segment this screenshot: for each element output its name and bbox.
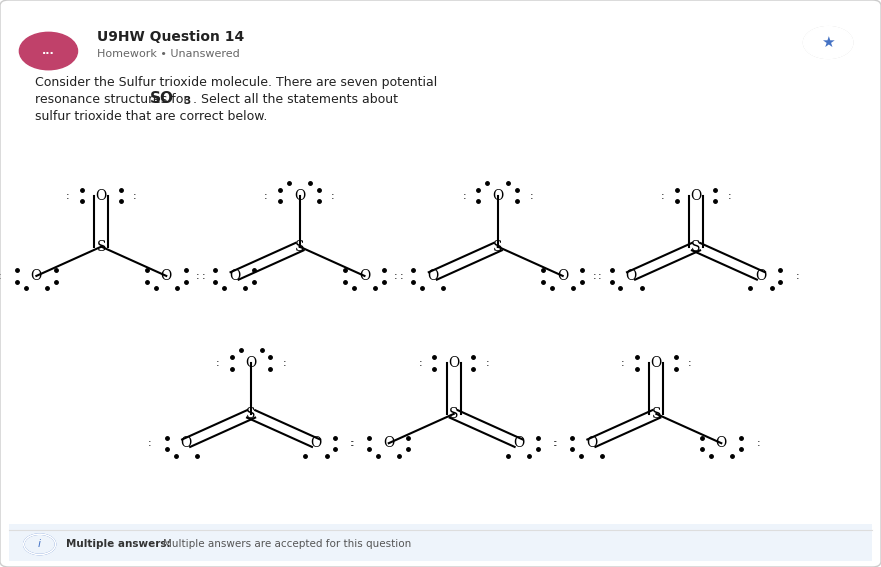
Text: :: : (552, 438, 557, 448)
Text: :: : (796, 271, 800, 281)
Text: O: O (310, 436, 322, 450)
Text: O: O (492, 189, 503, 202)
Text: O: O (427, 269, 439, 283)
Text: :: : (399, 271, 403, 281)
Text: :: : (264, 191, 268, 201)
Text: sulfur trioxide that are correct below.: sulfur trioxide that are correct below. (35, 110, 268, 122)
Text: O: O (586, 436, 597, 450)
Text: S: S (652, 407, 661, 421)
Text: :: : (196, 271, 200, 281)
Text: O: O (359, 269, 370, 283)
Text: :: : (0, 271, 2, 281)
Text: O: O (448, 356, 459, 370)
Text: :: : (66, 191, 70, 201)
Text: S: S (97, 240, 106, 253)
Text: :: : (147, 438, 152, 448)
Text: Homework • Unanswered: Homework • Unanswered (97, 49, 240, 59)
Text: :: : (553, 438, 558, 448)
Text: :: : (331, 191, 335, 201)
Text: :: : (283, 358, 286, 368)
Text: O: O (557, 269, 568, 283)
Text: :: : (350, 438, 354, 448)
Text: :: : (216, 358, 219, 368)
Text: :: : (201, 271, 205, 281)
Text: O: O (513, 436, 524, 450)
Circle shape (19, 32, 78, 70)
Text: :: : (756, 438, 760, 448)
Text: S: S (493, 240, 502, 253)
Text: S: S (247, 407, 255, 421)
Text: :: : (485, 358, 489, 368)
Text: O: O (246, 356, 256, 370)
Text: ...: ... (42, 46, 55, 56)
Text: O: O (181, 436, 192, 450)
Text: O: O (651, 356, 662, 370)
Text: O: O (715, 436, 727, 450)
Text: O: O (626, 269, 637, 283)
Text: O: O (294, 189, 305, 202)
Text: O: O (691, 189, 701, 202)
Text: :: : (133, 191, 137, 201)
Circle shape (803, 27, 853, 58)
Text: :: : (597, 271, 602, 281)
Text: Consider the Sulfur trioxide molecule. There are seven potential: Consider the Sulfur trioxide molecule. T… (35, 76, 438, 88)
Text: SO: SO (150, 91, 174, 105)
Text: 3: 3 (183, 96, 190, 106)
Text: i: i (38, 539, 41, 549)
Text: S: S (295, 240, 304, 253)
Text: resonance structures for: resonance structures for (35, 93, 193, 105)
Text: :: : (529, 191, 533, 201)
Text: :: : (394, 271, 398, 281)
Text: :: : (661, 191, 664, 201)
Text: :: : (592, 271, 596, 281)
Text: ★: ★ (821, 35, 835, 50)
Text: O: O (229, 269, 241, 283)
Text: :: : (351, 438, 355, 448)
Text: S: S (692, 240, 700, 253)
Text: O: O (383, 436, 395, 450)
Text: O: O (96, 189, 107, 202)
Text: :: : (728, 191, 731, 201)
Text: :: : (621, 358, 625, 368)
Text: :: : (463, 191, 466, 201)
Text: Multiple answers:: Multiple answers: (66, 539, 171, 549)
Text: U9HW Question 14: U9HW Question 14 (97, 30, 244, 44)
Text: O: O (755, 269, 766, 283)
Text: O: O (31, 269, 42, 283)
FancyBboxPatch shape (9, 524, 872, 561)
Text: :: : (418, 358, 422, 368)
Text: O: O (160, 269, 172, 283)
Text: :: : (688, 358, 692, 368)
Text: . Select all the statements about: . Select all the statements about (193, 93, 398, 105)
Text: S: S (449, 407, 458, 421)
Text: Multiple answers are accepted for this question: Multiple answers are accepted for this q… (163, 539, 411, 549)
